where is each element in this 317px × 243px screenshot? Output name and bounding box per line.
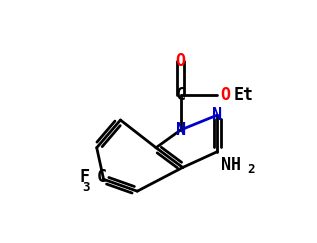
Text: O: O bbox=[220, 86, 230, 104]
Text: Et: Et bbox=[233, 86, 253, 104]
Text: NH: NH bbox=[221, 156, 241, 174]
Text: N: N bbox=[176, 121, 186, 139]
Text: F: F bbox=[80, 168, 90, 186]
Text: 3: 3 bbox=[82, 181, 90, 194]
Text: C: C bbox=[176, 86, 186, 104]
Text: N: N bbox=[212, 106, 222, 124]
Text: 2: 2 bbox=[247, 163, 255, 176]
Text: O: O bbox=[176, 52, 186, 70]
Text: C: C bbox=[97, 168, 107, 186]
